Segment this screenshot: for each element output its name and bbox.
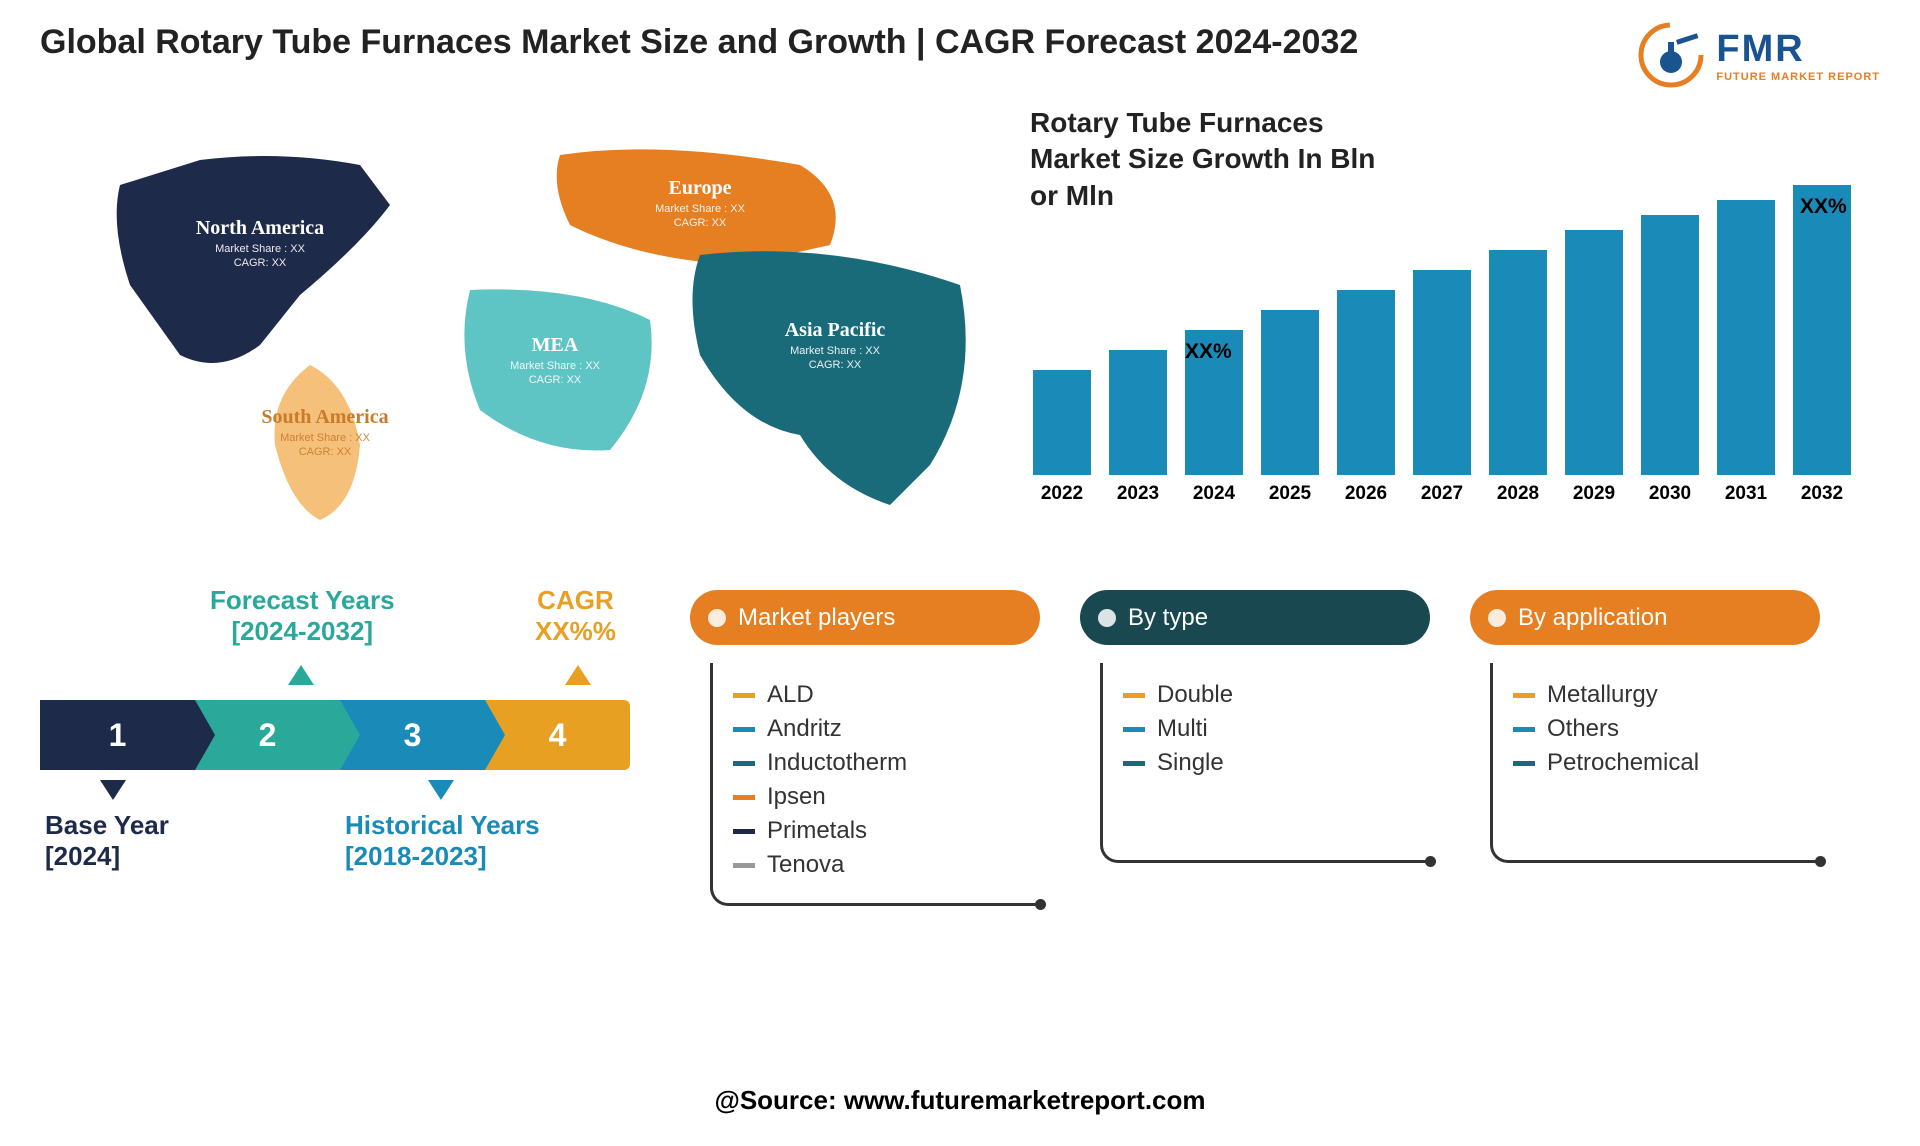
base-sub: [2024] xyxy=(45,841,120,871)
map-region: North America Market Share : XXCAGR: XX xyxy=(100,145,420,385)
world-map: North America Market Share : XXCAGR: XX … xyxy=(40,105,1000,535)
bar: 2027 xyxy=(1410,270,1474,505)
info-item: Inductotherm xyxy=(733,749,1040,777)
chart-annotation: XX% xyxy=(1800,195,1847,219)
bar: 2026 xyxy=(1334,290,1398,505)
logo-icon xyxy=(1636,20,1706,90)
bar: 2029 xyxy=(1562,230,1626,505)
timeline-segment: 1 xyxy=(40,700,195,770)
timeline: Forecast Years [2024-2032] CAGR XX%% 123… xyxy=(40,585,640,865)
timeline-segment: 3 xyxy=(340,700,485,770)
map-region: MEA Market Share : XXCAGR: XX xyxy=(440,280,670,460)
bar: 2022 xyxy=(1030,370,1094,505)
timeline-segment: 2 xyxy=(195,700,340,770)
arrow-up-icon xyxy=(288,665,314,685)
bar: 2028 xyxy=(1486,250,1550,505)
arrow-up-icon xyxy=(565,665,591,685)
cagr-title: CAGR xyxy=(537,585,614,615)
info-item: Petrochemical xyxy=(1513,749,1820,777)
info-item: Multi xyxy=(1123,715,1430,743)
bar: 2032 xyxy=(1790,185,1854,505)
cagr-sub: XX%% xyxy=(535,616,616,646)
info-item: Double xyxy=(1123,681,1430,709)
info-column: By type Double Multi Single xyxy=(1080,590,1430,906)
info-item: Ipsen xyxy=(733,783,1040,811)
growth-chart: Rotary Tube Furnaces Market Size Growth … xyxy=(1030,105,1880,545)
source-text: @Source: www.futuremarketreport.com xyxy=(714,1085,1205,1116)
logo-main: FMR xyxy=(1716,28,1880,71)
info-header: By type xyxy=(1080,590,1430,645)
forecast-title: Forecast Years xyxy=(210,585,395,615)
info-item: Tenova xyxy=(733,851,1040,879)
forecast-sub: [2024-2032] xyxy=(231,616,373,646)
chart-title: Rotary Tube Furnaces Market Size Growth … xyxy=(1030,105,1410,214)
arrow-down-icon xyxy=(100,780,126,800)
info-header: Market players xyxy=(690,590,1040,645)
info-item: Single xyxy=(1123,749,1430,777)
bar: 2030 xyxy=(1638,215,1702,505)
timeline-segment: 4 xyxy=(485,700,630,770)
arrow-down-icon xyxy=(428,780,454,800)
info-column: By application Metallurgy Others Petrochemi… xyxy=(1470,590,1820,906)
bar: 2025 xyxy=(1258,310,1322,505)
info-header: By application xyxy=(1470,590,1820,645)
hist-title: Historical Years xyxy=(345,810,540,840)
info-item: Andritz xyxy=(733,715,1040,743)
base-title: Base Year xyxy=(45,810,169,840)
map-region: South America Market Share : XXCAGR: XX xyxy=(250,355,400,525)
map-region: Asia Pacific Market Share : XXCAGR: XX xyxy=(680,235,990,515)
bar: 2031 xyxy=(1714,200,1778,505)
bar: 2023 xyxy=(1106,350,1170,505)
info-column: Market players ALD Andritz Inductotherm Ipse… xyxy=(690,590,1040,906)
hist-sub: [2018-2023] xyxy=(345,841,487,871)
info-item: ALD xyxy=(733,681,1040,709)
chart-annotation: XX% xyxy=(1185,340,1232,364)
page-title: Global Rotary Tube Furnaces Market Size … xyxy=(40,20,1358,64)
info-item: Others xyxy=(1513,715,1820,743)
info-item: Primetals xyxy=(733,817,1040,845)
logo: FMR FUTURE MARKET REPORT xyxy=(1636,20,1880,90)
logo-sub: FUTURE MARKET REPORT xyxy=(1716,71,1880,83)
info-item: Metallurgy xyxy=(1513,681,1820,709)
